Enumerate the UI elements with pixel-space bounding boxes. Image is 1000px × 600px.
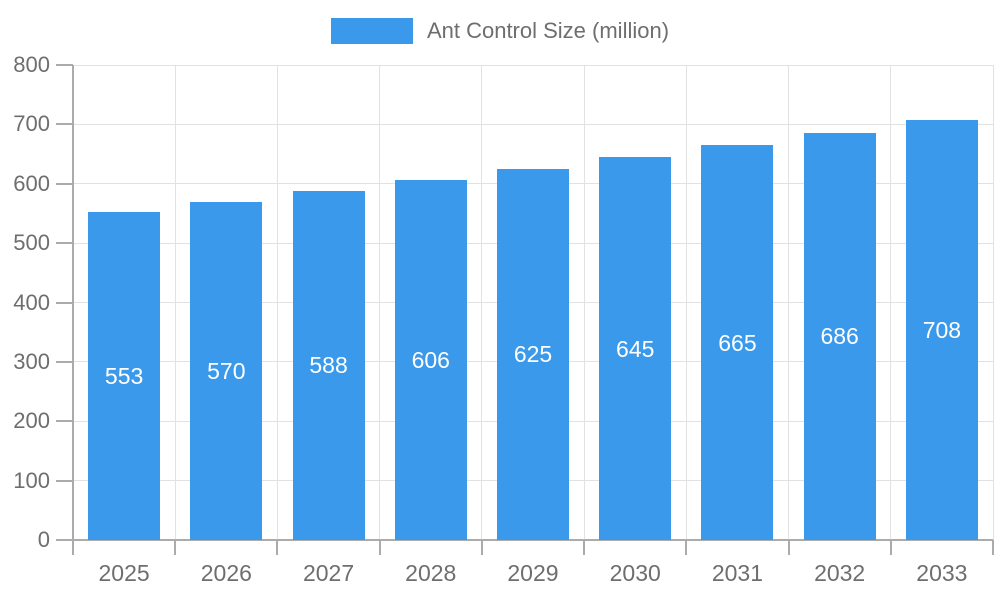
gridline-vertical xyxy=(685,65,687,540)
x-axis-label: 2031 xyxy=(711,560,764,586)
gridline-horizontal xyxy=(73,123,993,125)
y-axis-tick xyxy=(56,182,73,185)
bar-value-label: 588 xyxy=(309,352,348,379)
y-axis-label: 400 xyxy=(13,289,50,315)
y-axis-label: 300 xyxy=(13,348,50,374)
gridline-vertical xyxy=(379,65,381,540)
y-axis-tick xyxy=(56,479,73,482)
x-axis-tick xyxy=(992,540,994,555)
gridline-vertical xyxy=(481,65,483,540)
legend[interactable]: Ant Control Size (million) xyxy=(0,16,1000,46)
x-axis-label: 2033 xyxy=(916,560,968,586)
bar xyxy=(599,157,672,540)
bar xyxy=(905,119,978,540)
bar-value-label: 645 xyxy=(616,335,655,362)
gridline-vertical xyxy=(992,65,994,540)
bar-value-label: 708 xyxy=(922,316,962,343)
x-axis-tick xyxy=(787,540,790,555)
x-axis-label: 2032 xyxy=(814,560,866,586)
bar xyxy=(88,211,161,540)
y-axis-tick xyxy=(56,539,73,541)
x-axis-line xyxy=(73,539,993,541)
x-axis-label: 2028 xyxy=(405,560,457,586)
y-axis-tick xyxy=(56,360,73,363)
y-axis-line xyxy=(72,65,74,555)
x-axis-label: 2026 xyxy=(200,560,252,586)
y-axis-label: 200 xyxy=(13,408,50,434)
x-axis-label: 2030 xyxy=(609,560,661,586)
x-axis-label: 2029 xyxy=(507,560,559,586)
y-axis-tick xyxy=(56,242,73,245)
bar xyxy=(701,145,774,540)
y-axis-label: 500 xyxy=(13,230,50,256)
bar xyxy=(803,132,876,540)
gridline-vertical xyxy=(890,65,892,540)
x-axis-tick xyxy=(685,540,688,555)
gridline-vertical xyxy=(788,65,790,540)
x-axis-tick xyxy=(889,540,892,555)
gridline-horizontal xyxy=(73,64,993,66)
y-axis-label: 0 xyxy=(37,527,50,552)
bar xyxy=(394,180,467,540)
bar xyxy=(292,190,365,540)
bar-value-label: 553 xyxy=(104,362,144,389)
x-axis-tick xyxy=(174,540,177,555)
x-axis-tick xyxy=(480,540,483,555)
y-axis-tick xyxy=(56,301,73,304)
x-axis-label: 2025 xyxy=(98,560,150,586)
bar-value-label: 606 xyxy=(411,347,450,374)
y-axis-label: 800 xyxy=(13,52,50,77)
gridline-vertical xyxy=(583,65,585,540)
bar-value-label: 570 xyxy=(207,357,246,384)
bar-value-label: 686 xyxy=(820,323,859,350)
x-axis-tick xyxy=(583,540,586,555)
y-axis-label: 100 xyxy=(13,467,50,493)
gridline-vertical xyxy=(276,65,278,540)
y-axis-label: 700 xyxy=(13,111,50,137)
bar xyxy=(190,201,263,540)
bar-value-label: 665 xyxy=(718,329,757,356)
y-axis-tick xyxy=(56,420,73,423)
gridline-vertical xyxy=(174,65,176,540)
bar-value-label: 625 xyxy=(513,341,553,368)
x-axis-label: 2027 xyxy=(302,560,355,586)
x-axis-tick xyxy=(276,540,279,555)
legend-swatch-icon xyxy=(330,18,413,44)
y-axis-tick xyxy=(56,64,73,66)
x-axis-tick xyxy=(378,540,381,555)
bar xyxy=(497,168,569,540)
y-axis-label: 600 xyxy=(13,170,50,196)
y-axis-tick xyxy=(56,123,73,126)
legend-label: Ant Control Size (million) xyxy=(426,18,670,43)
